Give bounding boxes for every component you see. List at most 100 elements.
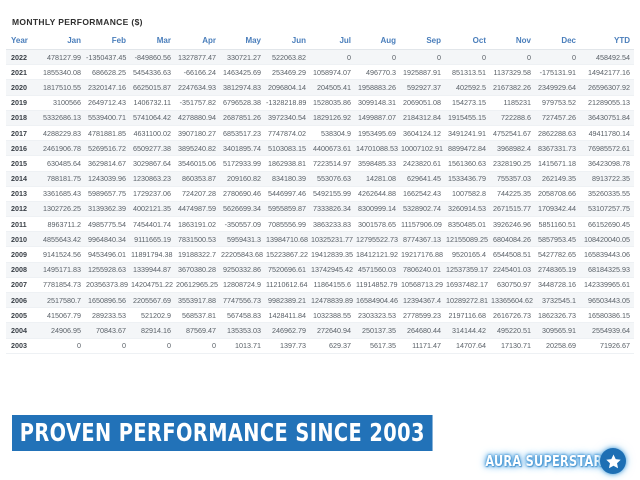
cell-jan: 5332686.13 bbox=[40, 110, 85, 126]
cell-ytd: 2554939.64 bbox=[580, 322, 634, 339]
cell-nov: 6544508.51 bbox=[490, 246, 535, 263]
cell-jul: 7223514.97 bbox=[310, 155, 355, 172]
column-header-dec[interactable]: Dec bbox=[535, 33, 580, 50]
cell-ytd: 458492.54 bbox=[580, 49, 634, 66]
cell-aug: 1958883.26 bbox=[355, 79, 400, 96]
cell-mar: 6509277.38 bbox=[130, 140, 175, 157]
cell-nov: 2671515.77 bbox=[490, 201, 535, 218]
cell-aug: 496770.3 bbox=[355, 64, 400, 81]
column-header-nov[interactable]: Nov bbox=[490, 33, 535, 50]
cell-year: 2004 bbox=[6, 322, 40, 339]
cell-aug: 1953495.69 bbox=[355, 125, 400, 142]
column-header-jun[interactable]: Jun bbox=[265, 33, 310, 50]
table-row: 2004 24906.95 70843.67 82914.16 87569.47 1353… bbox=[6, 322, 634, 339]
cell-nov: 17130.71 bbox=[490, 338, 535, 354]
table-row: 2020 1817510.55 2320147.16 6625015.87 224763… bbox=[6, 79, 634, 96]
cell-nov: 495220.51 bbox=[490, 322, 535, 339]
column-header-apr[interactable]: Apr bbox=[175, 33, 220, 50]
column-header-sep[interactable]: Sep bbox=[400, 33, 445, 50]
cell-sep: 11171.47 bbox=[400, 338, 445, 354]
cell-aug: 3099148.31 bbox=[355, 95, 400, 111]
cell-jan: 9141524.56 bbox=[40, 246, 85, 263]
cell-dec: 2748365.19 bbox=[535, 262, 580, 278]
cell-jan: 24906.95 bbox=[40, 322, 85, 339]
cell-jul: 7333826.34 bbox=[310, 201, 355, 218]
column-header-mar[interactable]: Mar bbox=[130, 33, 175, 50]
cell-oct: 8350485.01 bbox=[445, 216, 490, 233]
cell-apr: 0 bbox=[175, 338, 220, 354]
column-header-feb[interactable]: Feb bbox=[85, 33, 130, 50]
cell-jan: 2517580.7 bbox=[40, 292, 85, 309]
cell-feb: 9453496.01 bbox=[85, 246, 130, 263]
column-header-may[interactable]: May bbox=[220, 33, 265, 50]
cell-may: 3401895.74 bbox=[220, 140, 265, 157]
cell-year: 2016 bbox=[6, 140, 40, 157]
column-header-jan[interactable]: Jan bbox=[40, 33, 85, 50]
cell-dec: -175131.91 bbox=[535, 64, 580, 81]
cell-may: 1463425.69 bbox=[220, 64, 265, 81]
cell-oct: 8899472.84 bbox=[445, 140, 490, 157]
column-header-ytd[interactable]: YTD bbox=[580, 33, 634, 50]
cell-oct: 3491241.91 bbox=[445, 125, 490, 142]
cell-nov: 2245401.03 bbox=[490, 262, 535, 278]
cell-jul: 19412839.35 bbox=[310, 246, 355, 263]
cell-dec: 2349929.64 bbox=[535, 79, 580, 96]
cell-may: 6796528.38 bbox=[220, 95, 265, 111]
cell-jun: 253469.29 bbox=[265, 64, 310, 81]
column-header-oct[interactable]: Oct bbox=[445, 33, 490, 50]
cell-year: 2009 bbox=[6, 246, 40, 263]
cell-jul: 0 bbox=[310, 49, 355, 66]
cell-may: 2687851.26 bbox=[220, 110, 265, 126]
cell-jun: 1428411.84 bbox=[265, 307, 310, 324]
table-row: 2016 2461906.78 5269516.72 6509277.38 389524… bbox=[6, 140, 634, 157]
column-header-jul[interactable]: Jul bbox=[310, 33, 355, 50]
cell-dec: 979753.52 bbox=[535, 95, 580, 111]
cell-ytd: 76985572.61 bbox=[580, 140, 634, 157]
cell-jun: 5446997.46 bbox=[265, 186, 310, 202]
cell-jun: 13984710.68 bbox=[265, 231, 310, 248]
cell-oct: 14707.64 bbox=[445, 338, 490, 354]
cell-apr: 20612965.25 bbox=[175, 277, 220, 294]
cell-feb: 4985775.54 bbox=[85, 216, 130, 233]
cell-mar: 14204751.22 bbox=[130, 277, 175, 294]
table-row: 2021 1855340.08 686628.25 5454336.63 -66166.… bbox=[6, 64, 634, 81]
cell-year: 2015 bbox=[6, 155, 40, 172]
cell-aug: 2303323.53 bbox=[355, 307, 400, 324]
table-row: 2009 9141524.56 9453496.01 11891794.38 19188… bbox=[6, 246, 634, 263]
cell-year: 2008 bbox=[6, 262, 40, 278]
cell-may: 1013.71 bbox=[220, 338, 265, 354]
cell-apr: 3546015.06 bbox=[175, 155, 220, 172]
cell-jan: 7781854.73 bbox=[40, 277, 85, 294]
cell-sep: 8774367.13 bbox=[400, 231, 445, 248]
cell-apr: 1327877.47 bbox=[175, 49, 220, 66]
column-header-aug[interactable]: Aug bbox=[355, 33, 400, 50]
cell-jun: 522063.82 bbox=[265, 49, 310, 66]
star-icon bbox=[600, 448, 626, 474]
cell-mar: 5454336.63 bbox=[130, 64, 175, 81]
cell-jul: 3863233.83 bbox=[310, 216, 355, 233]
cell-oct: 2197116.68 bbox=[445, 307, 490, 324]
cell-apr: 2247634.93 bbox=[175, 79, 220, 96]
column-header-year[interactable]: Year bbox=[6, 33, 40, 50]
bottom-banner: PROVEN PERFORMANCE SINCE 2003 AURA SUPER… bbox=[0, 404, 640, 480]
cell-sep: 1662542.43 bbox=[400, 186, 445, 202]
cell-sep: 264680.44 bbox=[400, 322, 445, 339]
cell-sep: 629641.45 bbox=[400, 171, 445, 187]
cell-jul: 553076.63 bbox=[310, 171, 355, 187]
cell-aug: 250137.35 bbox=[355, 322, 400, 339]
cell-nov: 2328190.25 bbox=[490, 155, 535, 172]
cell-dec: 1709342.44 bbox=[535, 201, 580, 218]
cell-oct: 3260914.53 bbox=[445, 201, 490, 218]
cell-nov: 13365604.62 bbox=[490, 292, 535, 309]
cell-ytd: 142339965.61 bbox=[580, 277, 634, 294]
cell-dec: 1415671.18 bbox=[535, 155, 580, 172]
cell-mar: 3029867.64 bbox=[130, 155, 175, 172]
cell-year: 2022 bbox=[6, 49, 40, 66]
cell-may: 5959431.3 bbox=[220, 231, 265, 248]
table-row: 2003 0 0 0 0 1013.71 1397.73 629.37 5617.35 11171… bbox=[6, 338, 634, 354]
cell-may: 209160.82 bbox=[220, 171, 265, 187]
cell-mar: 5741064.42 bbox=[130, 110, 175, 126]
cell-oct: 0 bbox=[445, 49, 490, 66]
cell-aug: 1499887.07 bbox=[355, 110, 400, 126]
cell-may: 7747556.73 bbox=[220, 292, 265, 309]
